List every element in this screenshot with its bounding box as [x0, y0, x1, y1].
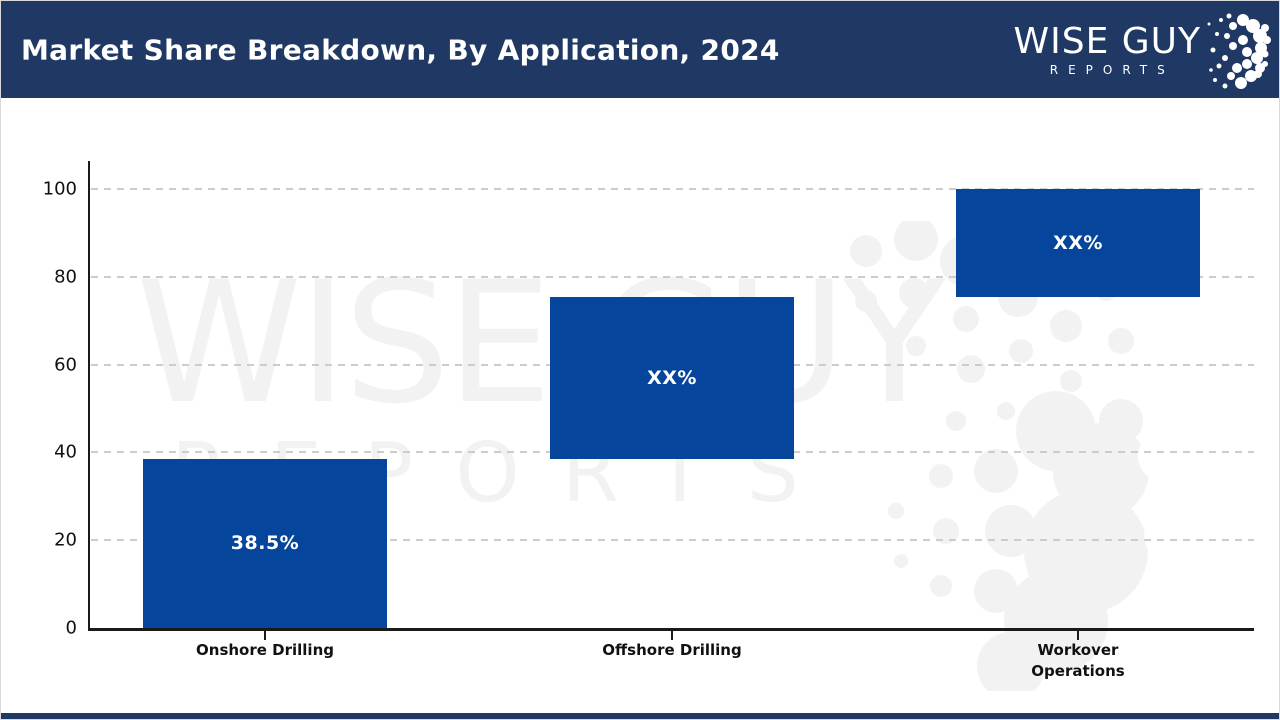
x-category-label-3: Workover Operations	[948, 640, 1208, 682]
page-title: Market Share Breakdown, By Application, …	[21, 33, 780, 66]
x-category-label-line: Onshore Drilling	[196, 641, 334, 659]
y-tick-label-80: 80	[54, 266, 77, 288]
x-category-label-line: Offshore Drilling	[602, 641, 742, 659]
gridline-80	[91, 275, 1254, 278]
bar-segment-1: 38.5%	[143, 458, 387, 628]
y-tick-label-20: 20	[54, 529, 77, 551]
bar-value-label: 38.5%	[230, 532, 300, 555]
footer-bar	[1, 713, 1279, 719]
x-tick-mark-2	[671, 631, 673, 640]
logo-face-icon	[1207, 13, 1271, 89]
x-tick-mark-3	[1077, 631, 1079, 640]
logo-wiseguy-text: WISE GUY	[1013, 21, 1201, 63]
bar-segment-2: XX%	[550, 296, 794, 459]
x-category-label-line: Operations	[1031, 662, 1125, 680]
y-tick-label-60: 60	[54, 354, 77, 376]
header-bar: Market Share Breakdown, By Application, …	[1, 1, 1279, 98]
bar-value-label: XX%	[647, 366, 697, 389]
x-tick-mark-1	[264, 631, 266, 640]
y-tick-label-100: 100	[42, 178, 77, 200]
bar-segment-3: XX%	[956, 189, 1200, 297]
y-tick-label-0: 0	[65, 617, 77, 639]
bar-value-label: XX%	[1053, 231, 1103, 254]
gridline-100	[91, 188, 1254, 190]
logo: WISE GUY REPORTS	[1014, 5, 1274, 95]
x-category-label-1: Onshore Drilling	[135, 640, 395, 661]
gridline-20	[91, 539, 1254, 542]
logo-reports-text: REPORTS	[1049, 62, 1175, 77]
x-category-label-line: Workover	[1037, 641, 1119, 659]
x-axis	[88, 628, 1254, 631]
logo-text: WISE GUY REPORTS	[1014, 23, 1202, 77]
x-category-label-2: Offshore Drilling	[542, 640, 802, 661]
y-axis	[88, 161, 90, 631]
y-tick-label-40: 40	[54, 441, 77, 463]
